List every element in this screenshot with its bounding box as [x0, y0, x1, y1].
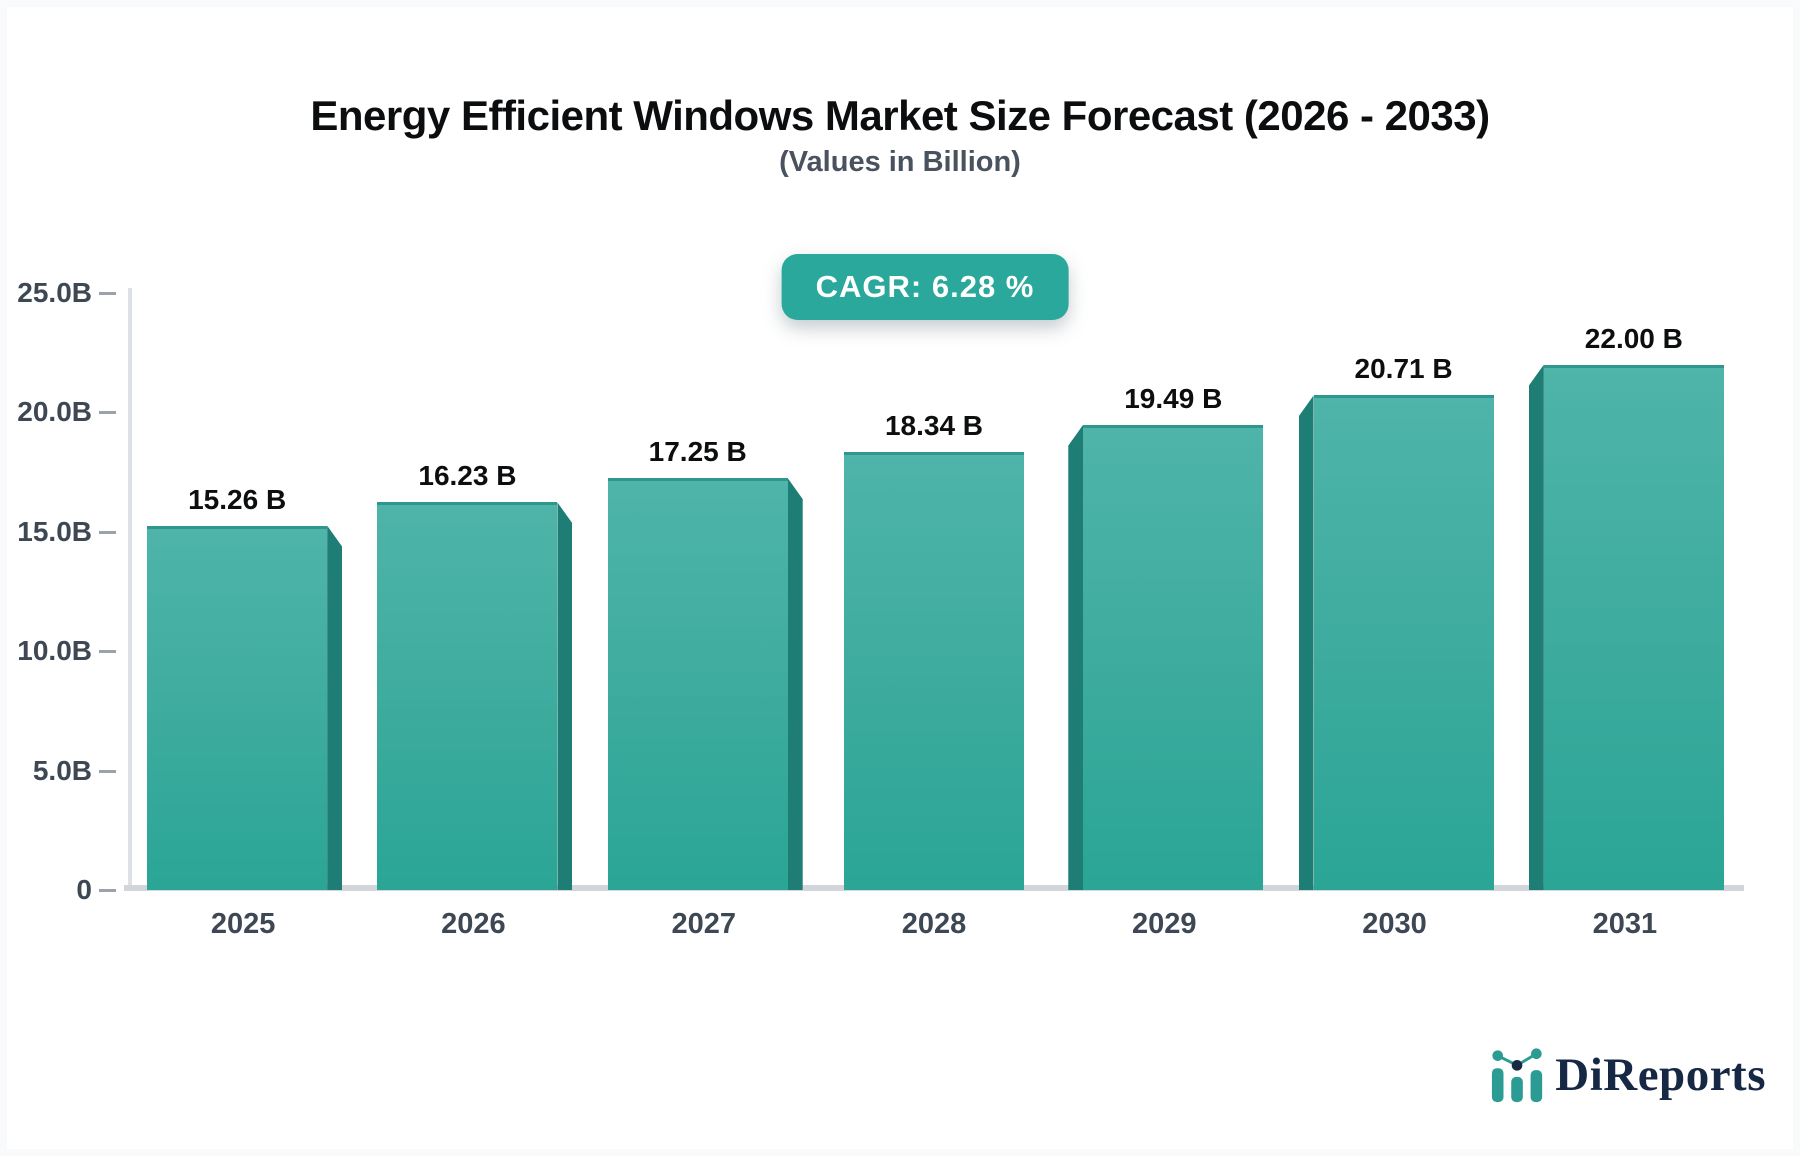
bar-value-label: 17.25 B	[648, 436, 747, 468]
x-axis-category-label: 2028	[901, 908, 967, 940]
cagr-badge: CAGR: 6.28 %	[781, 254, 1069, 320]
direports-logo-icon	[1492, 1048, 1543, 1103]
y-axis-tick-label: 5.0B	[32, 754, 92, 786]
bar-value-label: 18.34 B	[884, 410, 984, 442]
bar-value-label: 19.49 B	[1124, 382, 1223, 414]
bar-value-label: 16.23 B	[418, 460, 517, 492]
cagr-badge-label: CAGR: 6.28 %	[815, 269, 1035, 304]
bar-value-label: 15.26 B	[188, 483, 287, 515]
bar-2026	[377, 502, 558, 890]
y-axis-tick-label: 25.0B	[17, 277, 92, 308]
bar-3d-side-2031	[1528, 364, 1544, 890]
y-axis-tick-mark	[99, 769, 116, 773]
bar-2028	[844, 452, 1024, 890]
bar-value-label: 20.71 B	[1354, 353, 1453, 385]
x-axis-category-label: 2027	[671, 908, 736, 940]
direports-logo-text: DiReports	[1555, 1049, 1766, 1101]
y-axis-tick-mark	[99, 411, 116, 415]
y-axis-tick-mark	[99, 292, 116, 295]
bar-2029	[1083, 424, 1264, 890]
y-axis-tick-mark	[99, 530, 116, 534]
brand-logo: DiReports	[1489, 1046, 1766, 1104]
bar-3d-side-2026	[557, 502, 573, 890]
x-axis-category-label: 2026	[441, 908, 506, 940]
x-axis-category-label: 2031	[1592, 908, 1658, 940]
bar-2027	[607, 478, 788, 890]
chart-title: Energy Efficient Windows Market Size For…	[310, 92, 1490, 139]
y-axis-tick-label: 0	[76, 874, 92, 905]
y-axis-tick-label: 10.0B	[17, 635, 92, 667]
x-axis-category-label: 2030	[1362, 908, 1427, 940]
y-axis-tick-mark	[99, 889, 116, 892]
bar-2030	[1313, 395, 1494, 890]
x-axis-category-label: 2029	[1132, 908, 1197, 940]
bar-3d-side-2025	[327, 525, 343, 890]
y-axis-line	[128, 288, 132, 890]
bar-3d-side-2029	[1068, 424, 1084, 890]
bar-value-label: 22.00 B	[1584, 322, 1683, 354]
y-axis-tick-label: 15.0B	[17, 515, 92, 547]
bar-2025	[147, 525, 328, 890]
bar-3d-side-2030	[1298, 395, 1314, 890]
bar-2031	[1543, 364, 1724, 890]
chart-subtitle: (Values in Billion)	[779, 146, 1021, 178]
bar-3d-side-2027	[787, 478, 803, 890]
x-axis-category-label: 2025	[210, 908, 276, 940]
y-axis-tick-label: 20.0B	[17, 396, 92, 428]
y-axis-tick-mark	[99, 650, 116, 654]
